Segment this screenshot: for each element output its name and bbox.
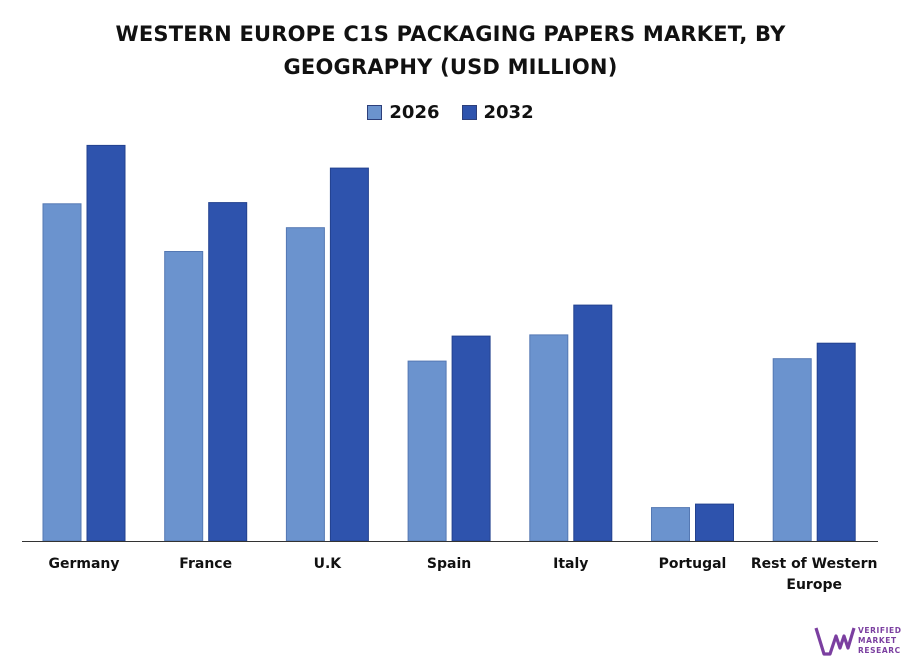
chart-title: WESTERN EUROPE C1S PACKAGING PAPERS MARK…: [0, 18, 901, 84]
vmr-logo-line-3: RESEARCH: [858, 646, 901, 655]
legend-item-2032: 2032: [461, 102, 534, 123]
bar-2032-u-k: [329, 167, 369, 542]
x-tick-label: France: [179, 556, 232, 572]
legend-label-2032: 2032: [483, 102, 534, 123]
bar-2026-france: [164, 251, 204, 542]
vmr-logo-line-1: VERIFIED: [858, 626, 901, 635]
bar-2032-germany: [86, 144, 126, 542]
bar-2032-spain: [451, 335, 491, 542]
vmr-logo-mark-icon: [814, 627, 856, 656]
legend: 2026 2032: [0, 102, 901, 123]
x-tick-label: Portugal: [659, 556, 727, 572]
x-tick-label: Spain: [427, 556, 471, 572]
bar-2026-portugal: [651, 507, 690, 542]
legend-item-2026: 2026: [367, 102, 440, 123]
x-tick-label: Europe: [786, 577, 842, 593]
legend-swatch-2026: [367, 105, 383, 120]
vmr-logo-line-2: MARKET: [858, 636, 897, 645]
bar-2026-germany: [42, 203, 82, 542]
bar-2032-italy: [573, 304, 613, 542]
bar-2026-spain: [407, 360, 447, 542]
chart-title-line-2: GEOGRAPHY (USD MILLION): [283, 55, 618, 79]
x-tick-labels: Germany France U.K Spain Italy Portugal Rest o…: [48, 556, 877, 593]
x-tick-label: Italy: [553, 556, 588, 572]
bar-2026-italy: [529, 334, 569, 542]
chart-title-line-1: WESTERN EUROPE C1S PACKAGING PAPERS MARK…: [115, 22, 786, 46]
bar-2026-u-k: [285, 227, 325, 542]
x-tick-label: Germany: [48, 556, 119, 572]
x-tick-label: U.K: [314, 556, 343, 572]
bar-2032-france: [208, 202, 248, 542]
legend-swatch-2032: [461, 105, 477, 120]
bars-group: [42, 144, 856, 542]
vmr-logo: VERIFIED MARKET RESEARCH: [814, 624, 901, 660]
bar-2026-rest-of-western-europe: [772, 358, 812, 542]
x-tick-label: Rest of Western: [751, 556, 878, 572]
bar-2032-rest-of-western-europe: [816, 342, 856, 542]
legend-label-2026: 2026: [389, 102, 440, 123]
bar-2032-portugal: [695, 503, 734, 542]
